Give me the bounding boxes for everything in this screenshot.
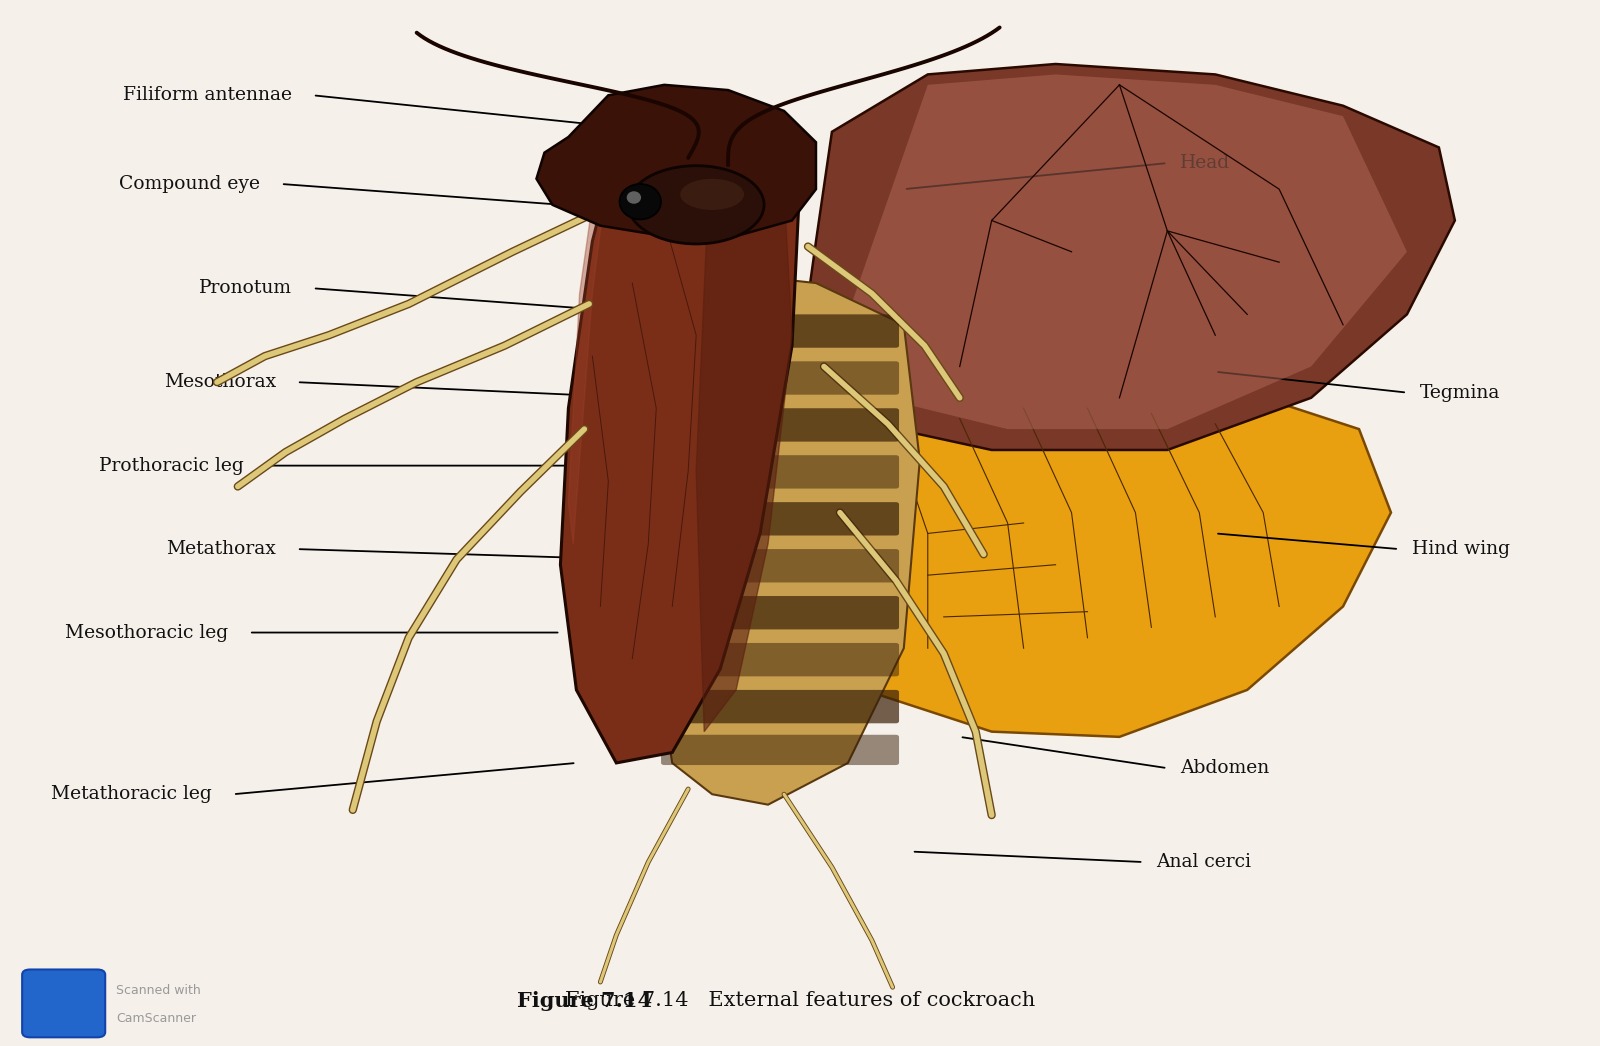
Polygon shape [536, 85, 816, 236]
Text: Head: Head [1181, 154, 1230, 173]
Text: Filiform antennae: Filiform antennae [123, 86, 293, 105]
FancyBboxPatch shape [661, 502, 899, 536]
Text: Metathorax: Metathorax [166, 540, 277, 559]
Ellipse shape [629, 165, 765, 244]
Text: Tegmina: Tegmina [1419, 384, 1501, 402]
Polygon shape [560, 95, 800, 763]
Text: Mesothoracic leg: Mesothoracic leg [66, 623, 229, 641]
Text: Figure 7.14: Figure 7.14 [517, 991, 651, 1010]
Text: CamScanner: CamScanner [117, 1013, 197, 1025]
Polygon shape [800, 64, 1454, 450]
FancyBboxPatch shape [661, 734, 899, 765]
FancyBboxPatch shape [661, 408, 899, 441]
Polygon shape [648, 273, 920, 804]
FancyBboxPatch shape [661, 549, 899, 583]
Text: Hind wing: Hind wing [1411, 540, 1510, 559]
Text: Abdomen: Abdomen [1181, 759, 1269, 777]
Text: Anal cerci: Anal cerci [1157, 854, 1251, 871]
Polygon shape [696, 111, 792, 731]
Ellipse shape [619, 184, 661, 220]
FancyBboxPatch shape [661, 643, 899, 677]
Ellipse shape [627, 191, 642, 204]
Text: Pronotum: Pronotum [198, 279, 293, 297]
Polygon shape [848, 74, 1406, 429]
Polygon shape [568, 147, 608, 544]
Text: Prothoracic leg: Prothoracic leg [99, 457, 245, 475]
Ellipse shape [680, 179, 744, 210]
FancyBboxPatch shape [22, 970, 106, 1038]
Text: Figure 7.14   External features of cockroach: Figure 7.14 External features of cockroa… [565, 992, 1035, 1010]
FancyBboxPatch shape [661, 690, 899, 723]
FancyBboxPatch shape [661, 361, 899, 394]
FancyBboxPatch shape [661, 315, 899, 347]
FancyBboxPatch shape [661, 455, 899, 488]
Text: Scanned with: Scanned with [117, 984, 202, 997]
Text: Compound eye: Compound eye [118, 175, 261, 192]
Text: Metathoracic leg: Metathoracic leg [51, 786, 213, 803]
FancyBboxPatch shape [661, 596, 899, 630]
Text: CS: CS [53, 997, 75, 1011]
Polygon shape [800, 377, 1390, 736]
Text: Mesothorax: Mesothorax [163, 373, 277, 391]
